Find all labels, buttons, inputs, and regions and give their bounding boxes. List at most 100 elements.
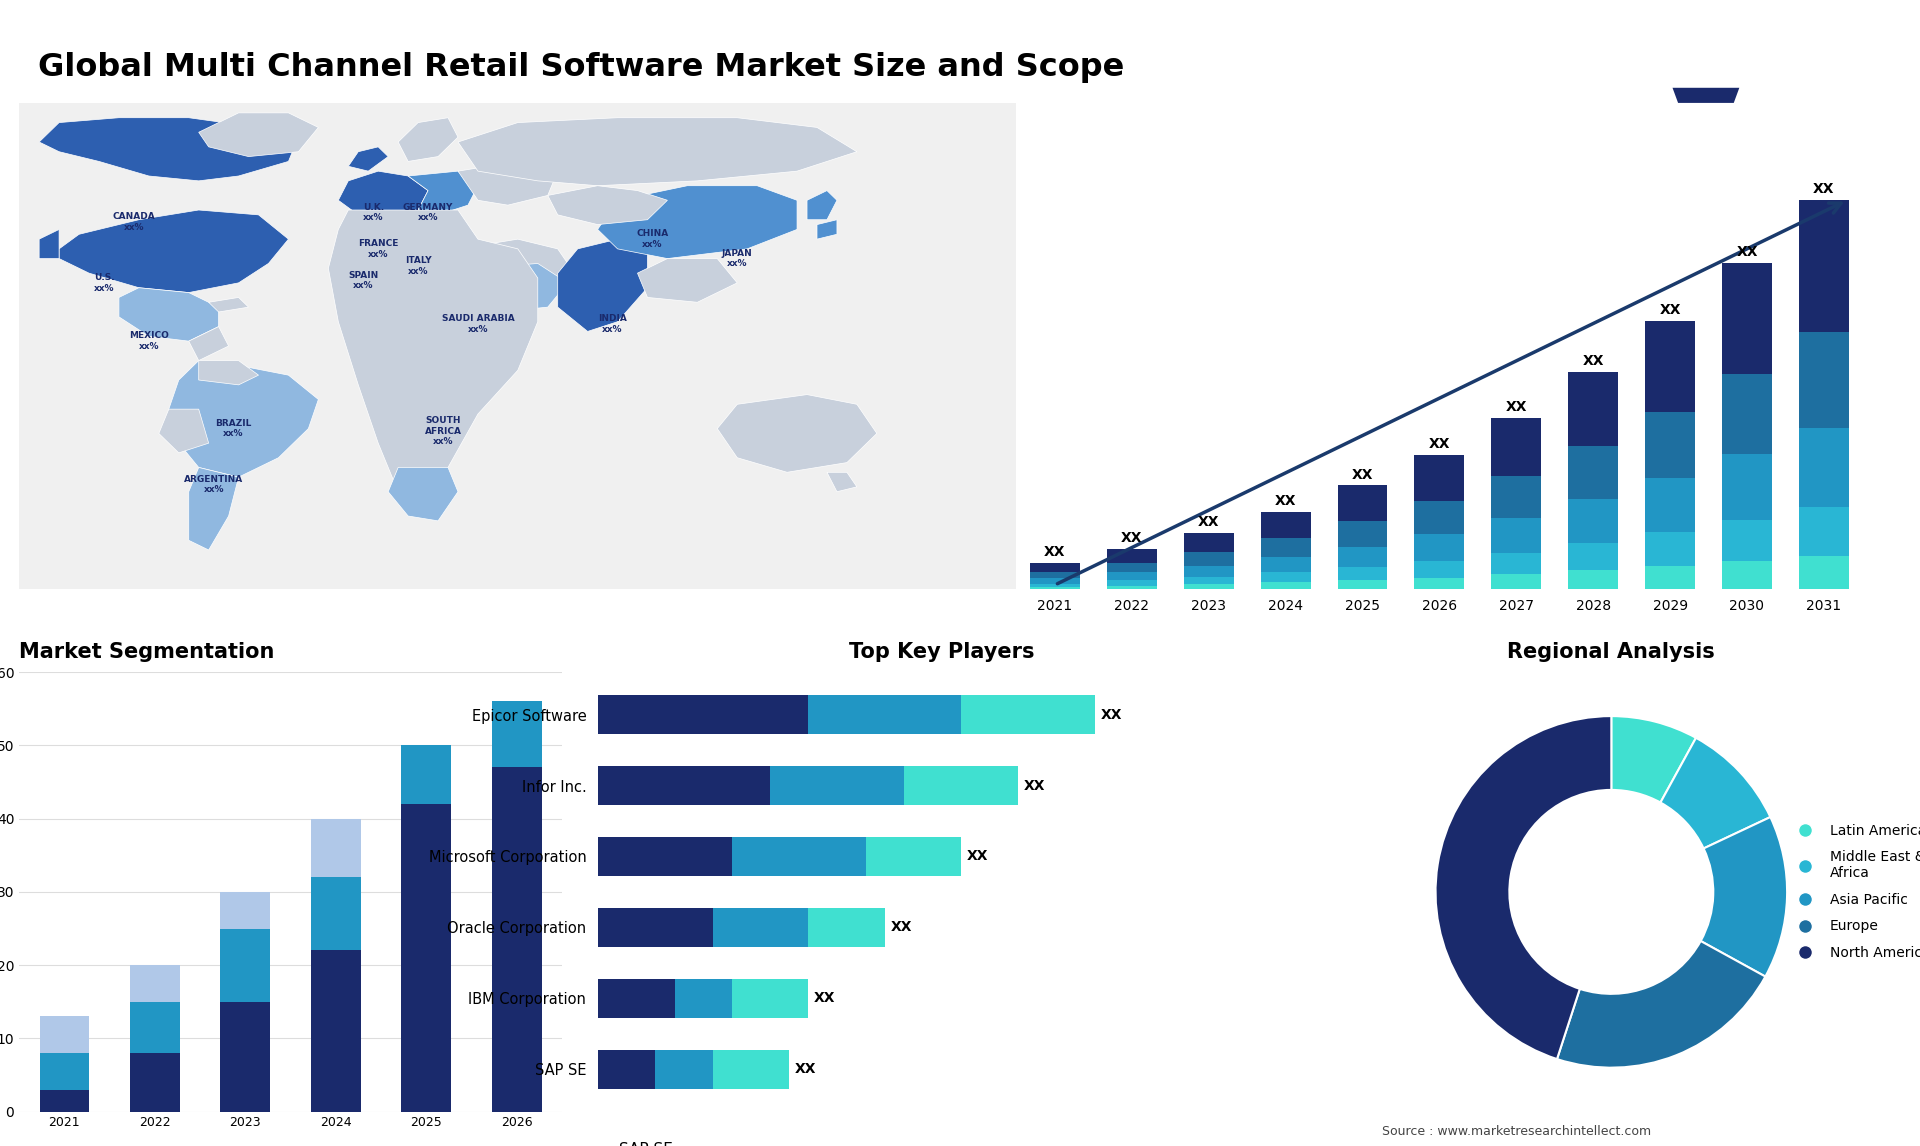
Polygon shape (806, 190, 837, 220)
Text: FRANCE
xx%: FRANCE xx% (357, 240, 397, 259)
Text: Global Multi Channel Retail Software Market Size and Scope: Global Multi Channel Retail Software Mar… (38, 52, 1125, 83)
Bar (732, 979, 808, 1018)
Bar (1338, 547, 1388, 567)
Bar (131, 1002, 180, 1053)
Polygon shape (447, 240, 578, 307)
Polygon shape (188, 327, 228, 361)
Bar (1799, 201, 1849, 332)
Text: JAPAN
xx%: JAPAN xx% (722, 249, 753, 268)
Bar (1029, 579, 1079, 583)
Polygon shape (38, 118, 298, 181)
Text: RESEARCH: RESEARCH (1776, 76, 1834, 85)
Bar (1415, 578, 1465, 589)
Bar (1645, 532, 1695, 566)
Circle shape (1523, 804, 1699, 980)
Text: INTELLECT: INTELLECT (1776, 101, 1826, 110)
Bar (962, 696, 1094, 735)
Wedge shape (1557, 941, 1764, 1068)
Text: XX: XX (1198, 515, 1219, 529)
Bar (1569, 500, 1619, 543)
Bar (1569, 543, 1619, 571)
Bar (808, 696, 962, 735)
Bar (40, 1090, 90, 1112)
Text: Market Segmentation: Market Segmentation (19, 642, 275, 662)
Text: ITALY
xx%: ITALY xx% (405, 257, 432, 275)
Bar (1569, 371, 1619, 446)
Bar (904, 766, 1018, 804)
Bar (221, 892, 271, 928)
Text: XX: XX (1275, 494, 1296, 508)
Polygon shape (328, 210, 538, 502)
Bar (712, 1050, 789, 1089)
Bar (1029, 583, 1079, 587)
Bar (1185, 533, 1235, 552)
Bar (1645, 411, 1695, 478)
Bar (1261, 539, 1311, 557)
Polygon shape (828, 472, 856, 492)
Text: XX: XX (1736, 245, 1757, 259)
Bar (1645, 566, 1695, 589)
Bar (1415, 455, 1465, 501)
Bar (732, 837, 866, 876)
Bar (1415, 534, 1465, 560)
Bar (311, 818, 361, 877)
Bar (1338, 486, 1388, 521)
Polygon shape (637, 259, 737, 303)
Text: XX: XX (1582, 354, 1603, 368)
Text: XX: XX (1812, 182, 1836, 196)
Polygon shape (188, 468, 238, 550)
Text: MARKET: MARKET (1776, 50, 1820, 60)
Bar (770, 766, 904, 804)
Polygon shape (459, 264, 568, 312)
Bar (1106, 563, 1156, 572)
Text: BRAZIL
xx%: BRAZIL xx% (215, 419, 252, 438)
Polygon shape (818, 220, 837, 240)
Title: Regional Analysis: Regional Analysis (1507, 642, 1715, 662)
Polygon shape (119, 288, 219, 342)
Wedge shape (1701, 817, 1788, 976)
Bar (1338, 521, 1388, 547)
Polygon shape (409, 210, 447, 249)
Bar (221, 1002, 271, 1112)
Bar (401, 804, 451, 1112)
Text: XX: XX (968, 849, 989, 863)
Text: CANADA
xx%: CANADA xx% (113, 212, 156, 231)
Bar (808, 908, 885, 947)
Wedge shape (1436, 716, 1611, 1059)
Polygon shape (388, 468, 459, 521)
Bar (1645, 478, 1695, 532)
Legend: Product, Application, Geography: Product, Application, Geography (597, 672, 737, 759)
Bar (401, 745, 451, 804)
Text: XX: XX (795, 1062, 816, 1076)
Text: XX: XX (1023, 778, 1046, 793)
Bar (1261, 572, 1311, 582)
Bar (131, 965, 180, 1002)
Bar (1492, 574, 1542, 589)
Bar (599, 908, 712, 947)
Bar (1185, 584, 1235, 589)
Polygon shape (60, 210, 288, 292)
Text: XX: XX (1428, 438, 1450, 452)
Text: GERMANY
xx%: GERMANY xx% (403, 203, 453, 222)
Polygon shape (209, 298, 248, 312)
Bar (1799, 427, 1849, 507)
Bar (674, 979, 732, 1018)
Bar (311, 950, 361, 1112)
Bar (599, 1050, 655, 1089)
Bar (1338, 580, 1388, 589)
Polygon shape (397, 118, 459, 162)
Wedge shape (1661, 738, 1770, 848)
Bar (492, 768, 541, 1112)
Text: SAP SE: SAP SE (618, 1143, 672, 1146)
Text: U.K.
xx%: U.K. xx% (363, 203, 384, 222)
Bar (1492, 477, 1542, 518)
Polygon shape (198, 112, 319, 157)
Text: XX: XX (814, 991, 835, 1005)
Text: SOUTH
AFRICA
xx%: SOUTH AFRICA xx% (424, 416, 461, 446)
Bar (1338, 567, 1388, 580)
Bar (1492, 417, 1542, 477)
Polygon shape (348, 147, 388, 171)
Text: ARGENTINA
xx%: ARGENTINA xx% (184, 474, 244, 494)
Polygon shape (718, 394, 877, 472)
Bar (1029, 587, 1079, 589)
